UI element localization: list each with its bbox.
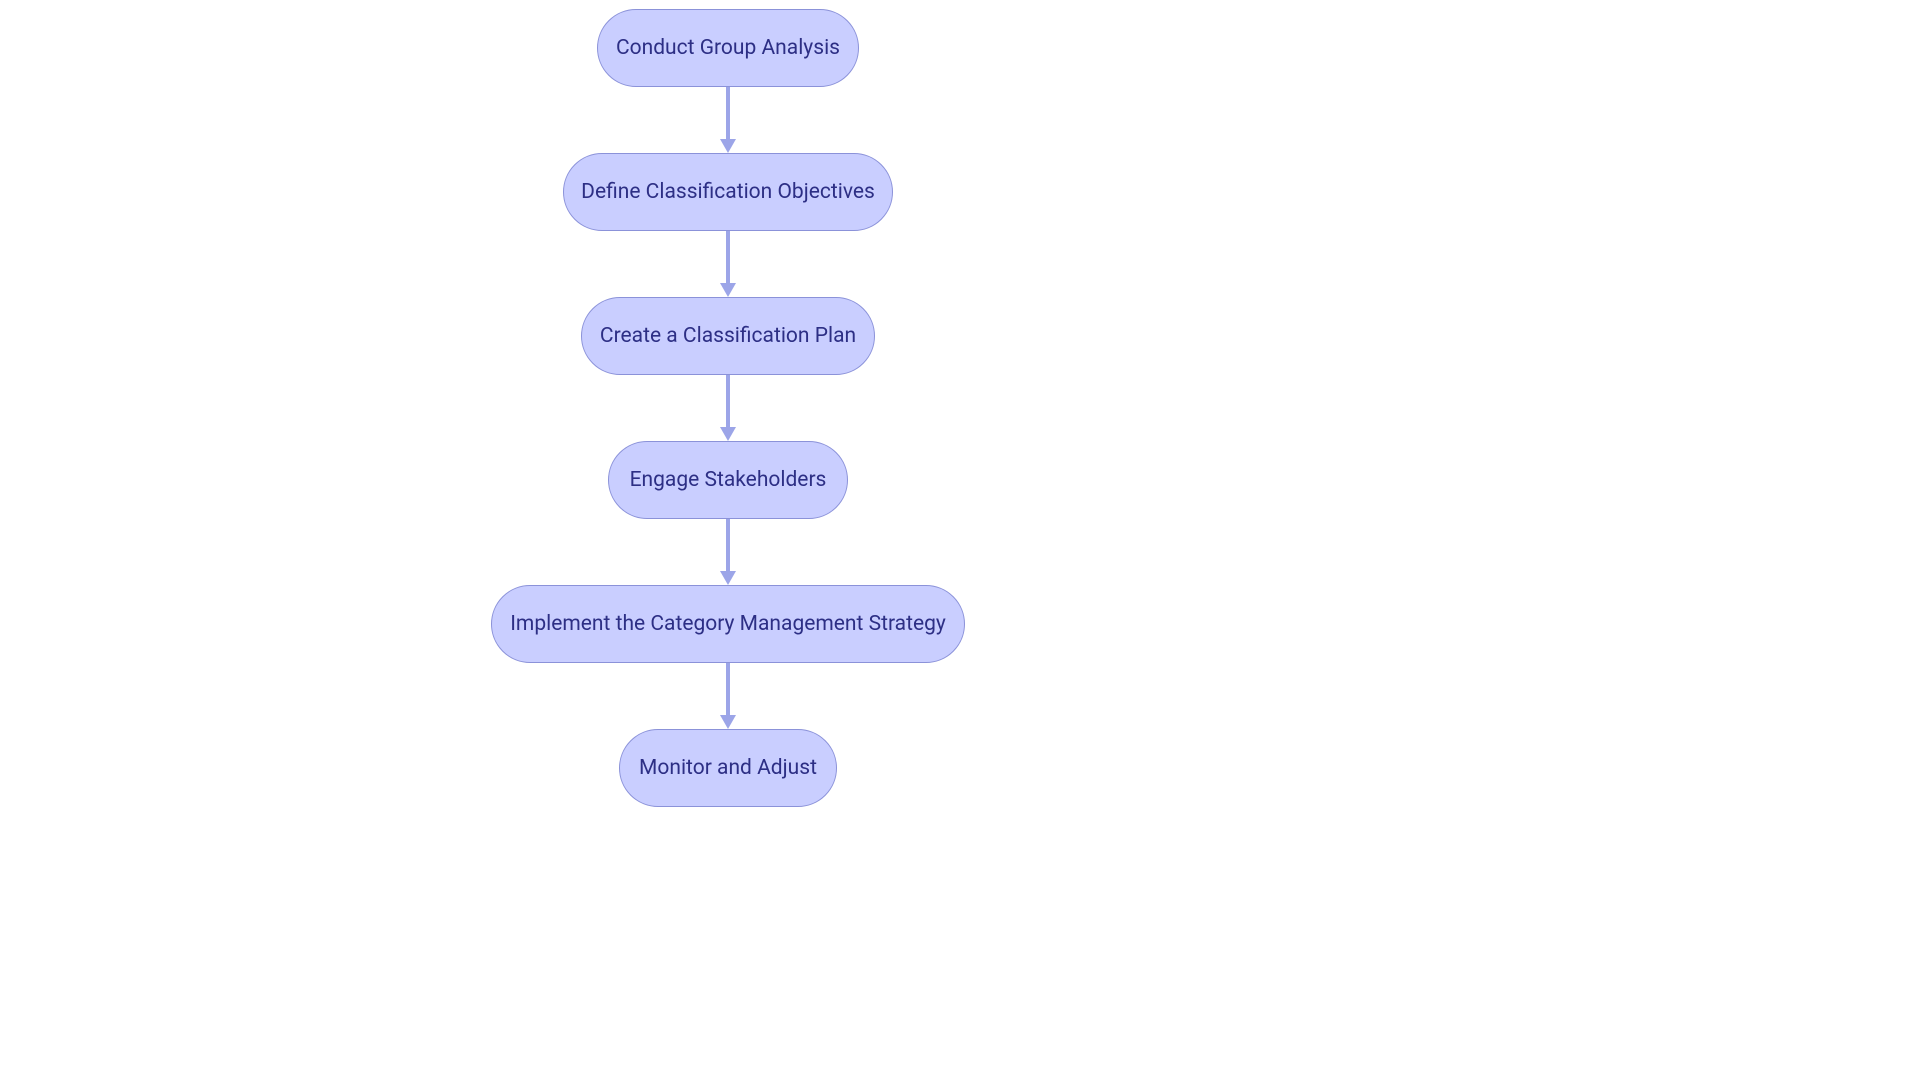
flowchart-node-label: Monitor and Adjust [639,756,817,780]
flowchart-node-label: Engage Stakeholders [630,468,827,492]
flowchart-edge [726,231,730,283]
flowchart-node-label: Define Classification Objectives [581,180,875,204]
arrow-down-icon [720,283,736,297]
arrow-down-icon [720,571,736,585]
flowchart-node: Monitor and Adjust [619,729,837,807]
flowchart-node: Engage Stakeholders [608,441,848,519]
flowchart-node-label: Conduct Group Analysis [616,36,840,60]
flowchart-node: Define Classification Objectives [563,153,893,231]
flowchart-edge [726,375,730,427]
flowchart-node-label: Implement the Category Management Strate… [510,612,946,636]
arrow-down-icon [720,715,736,729]
flowchart-node: Implement the Category Management Strate… [491,585,965,663]
flowchart-edge [726,87,730,139]
flowchart-node: Conduct Group Analysis [597,9,859,87]
flowchart-node-label: Create a Classification Plan [600,324,856,348]
flowchart-node: Create a Classification Plan [581,297,875,375]
arrow-down-icon [720,139,736,153]
flowchart-edge [726,519,730,571]
flowchart-container: Conduct Group Analysis Define Classificat… [0,0,1920,1083]
flowchart-edge [726,663,730,715]
arrow-down-icon [720,427,736,441]
